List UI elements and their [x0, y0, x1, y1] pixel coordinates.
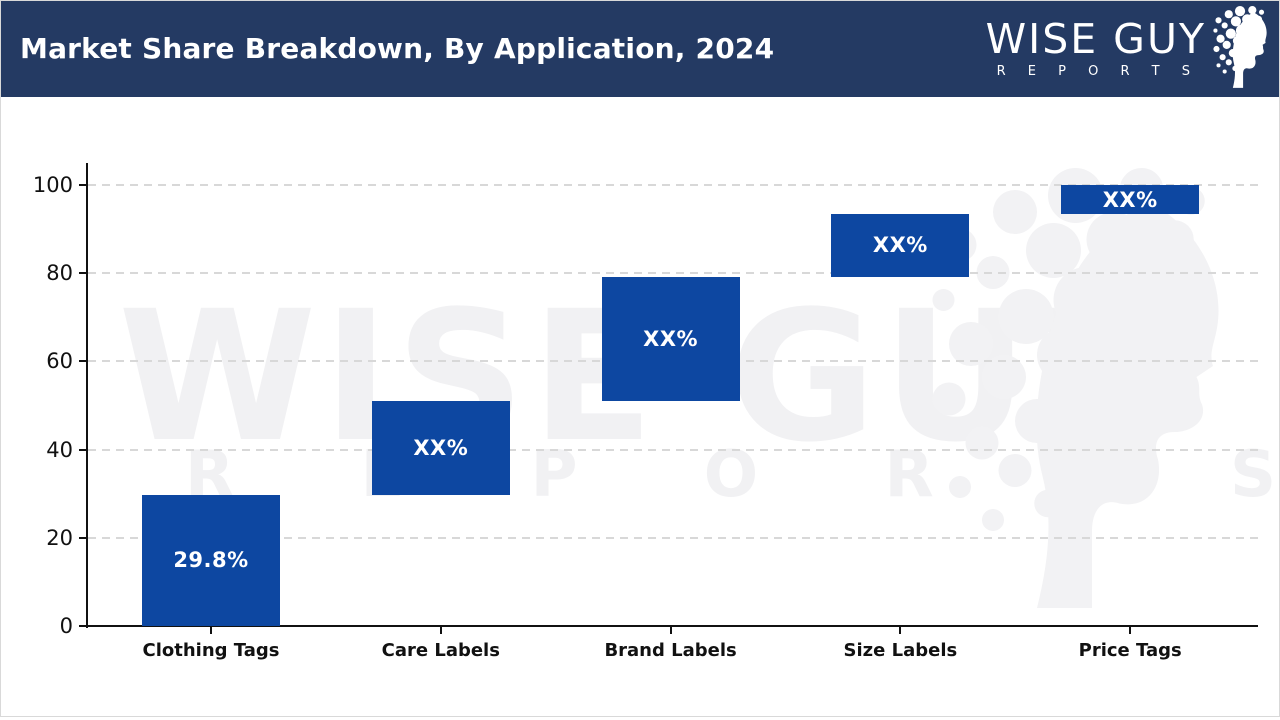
x-axis-line [86, 625, 1258, 627]
x-tick-mark-brand-labels [669, 626, 672, 634]
bar-size-labels: XX% [831, 214, 970, 277]
bar-clothing-tags: 29.8% [142, 494, 280, 626]
x-tick-mark-clothing-tags [210, 626, 212, 634]
y-tick-label-20: 20 [46, 525, 73, 550]
bar-price-tags: XX% [1061, 185, 1200, 215]
x-category-label-clothing-tags: Clothing Tags [142, 640, 280, 661]
y-tick-label-0: 0 [59, 614, 73, 638]
gridline-20 [88, 536, 1258, 539]
bar-value-label-size-labels: XX% [872, 233, 928, 258]
x-category-label-size-labels: Size Labels [843, 640, 958, 661]
y-tick-mark-0 [79, 625, 88, 627]
wise-guy-logo: WISE GUY R E P O R T S [985, 5, 1270, 92]
x-tick-mark-care-labels [439, 626, 442, 634]
y-tick-mark-20 [79, 536, 88, 539]
y-tick-mark-100 [79, 184, 88, 186]
x-category-label-care-labels: Care Labels [381, 640, 500, 661]
logo-head-icon [1213, 5, 1267, 88]
gridline-80 [88, 272, 1258, 275]
y-tick-label-80: 80 [46, 261, 73, 286]
x-category-label-price-tags: Price Tags [1078, 640, 1182, 661]
y-tick-mark-80 [79, 272, 88, 275]
x-tick-mark-size-labels [899, 626, 902, 634]
y-axis-line [86, 163, 88, 628]
logo-subtitle: R E P O R T S [996, 64, 1199, 79]
bar-care-labels: XX% [371, 401, 510, 495]
bar-brand-labels: XX% [601, 276, 740, 402]
x-tick-mark-price-tags [1129, 626, 1132, 634]
page-title: Market Share Breakdown, By Application, … [20, 32, 775, 65]
header-bar: Market Share Breakdown, By Application, … [0, 0, 1280, 97]
bar-value-label-clothing-tags: 29.8% [173, 548, 249, 573]
gridline-40 [88, 448, 1258, 451]
bar-value-label-brand-labels: XX% [643, 326, 699, 351]
logo-wordmark: WISE GUY [985, 15, 1206, 63]
bar-value-label-care-labels: XX% [413, 435, 469, 460]
x-category-label-brand-labels: Brand Labels [604, 640, 737, 661]
y-tick-mark-60 [79, 360, 88, 363]
y-tick-label-60: 60 [46, 349, 73, 374]
y-tick-mark-40 [79, 448, 88, 451]
y-tick-label-100: 100 [32, 173, 73, 197]
logo-text: WISE GUY R E P O R T S [985, 15, 1206, 79]
bar-value-label-price-tags: XX% [1102, 187, 1158, 212]
y-tick-label-40: 40 [46, 437, 73, 462]
gridline-100 [88, 184, 1258, 186]
